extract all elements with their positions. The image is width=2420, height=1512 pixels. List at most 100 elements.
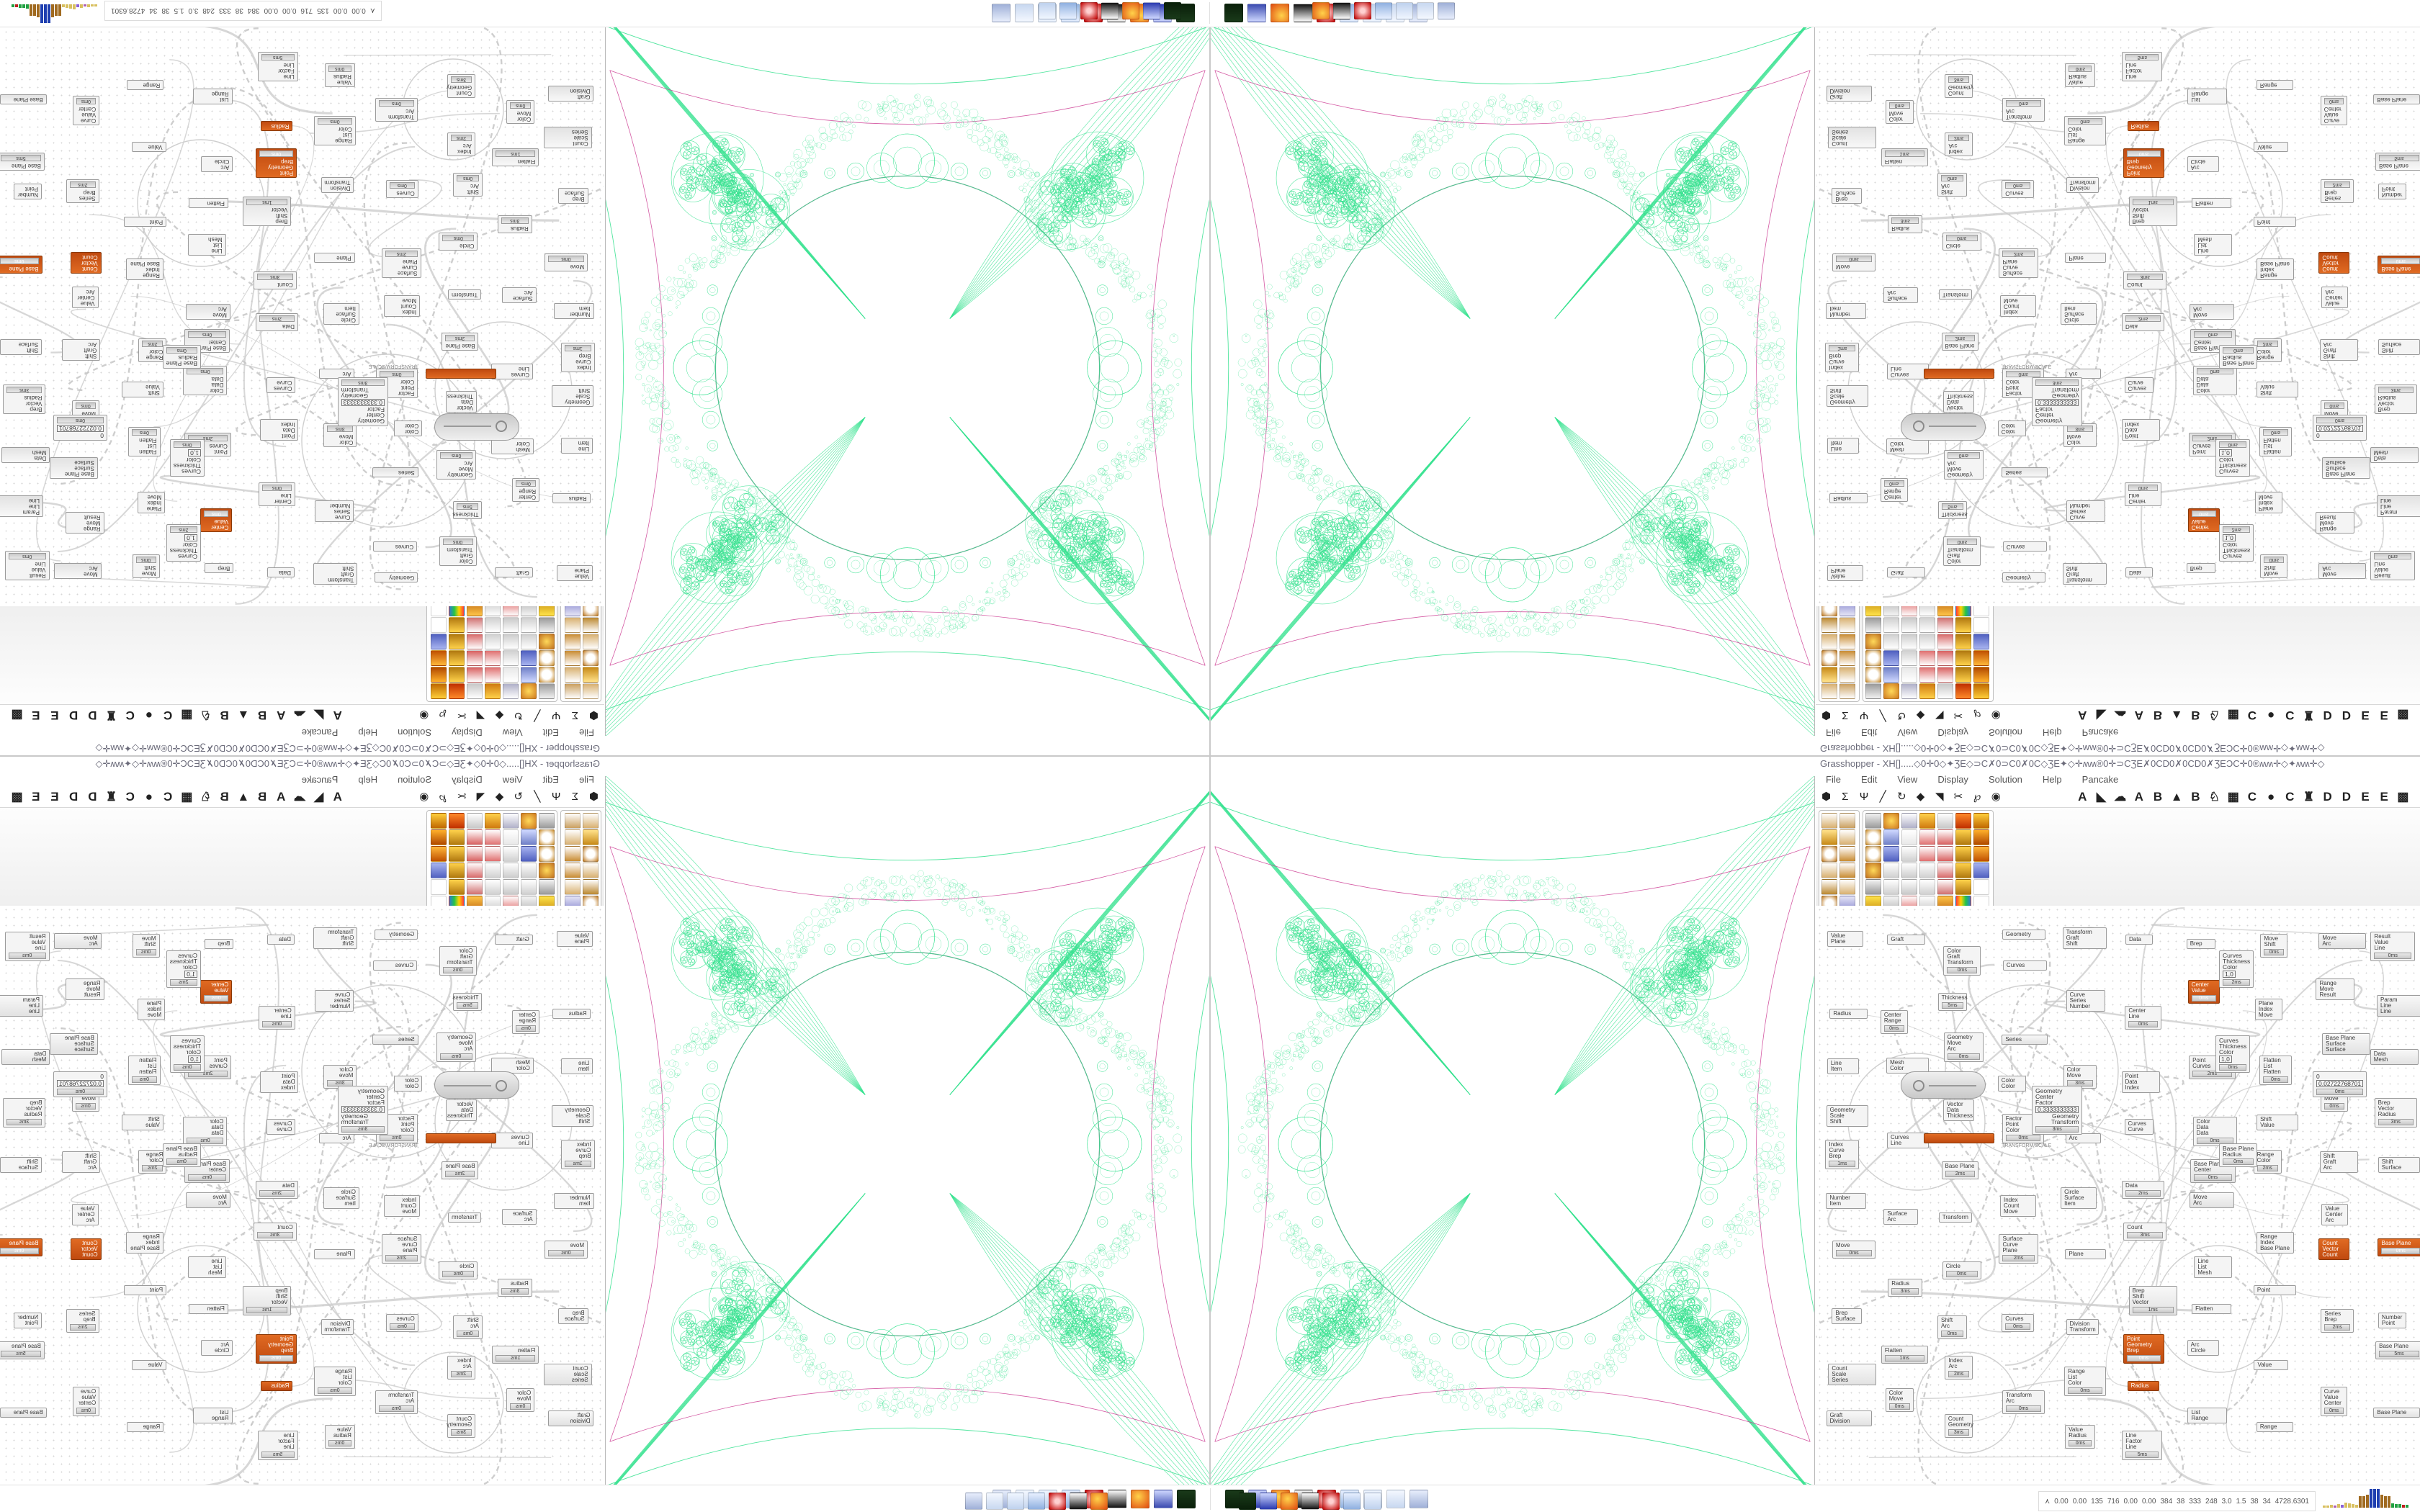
category-tab-17[interactable]: ▩ xyxy=(11,789,23,804)
canvas-component[interactable]: Graft xyxy=(1887,934,1926,945)
category-tab-2[interactable]: ☁ xyxy=(2114,708,2127,723)
category-tab-10[interactable]: ● xyxy=(2267,789,2275,804)
canvas-component[interactable]: Color Color xyxy=(394,1075,423,1092)
category-tab-15[interactable]: E xyxy=(2361,789,2370,804)
tri-red-icon[interactable] xyxy=(1919,650,1935,666)
canvas-component[interactable]: Brep Vector Radius 3ms xyxy=(2374,1097,2417,1128)
canvas-component[interactable]: Division Transform xyxy=(2066,1318,2099,1335)
canvas-component[interactable]: Count Scale Series xyxy=(1828,126,1876,148)
canvas-component[interactable]: Range Index Base Plane xyxy=(2257,258,2295,281)
canvas-component[interactable]: Number Item xyxy=(1826,1192,1867,1209)
category-tab-3[interactable]: A xyxy=(277,789,286,804)
category-glyph-5[interactable]: ◆ xyxy=(495,790,504,803)
canvas-component[interactable]: Line Item xyxy=(561,1058,593,1075)
angle-icon[interactable] xyxy=(583,879,599,895)
red-ring-icon[interactable] xyxy=(1049,1493,1066,1510)
canvas-component[interactable]: Data Mesh xyxy=(1,447,50,464)
reel-icon[interactable] xyxy=(449,829,465,845)
scroll-doc-icon[interactable] xyxy=(1438,2,1455,19)
slider-track[interactable] xyxy=(444,1085,491,1086)
polyline-icon[interactable] xyxy=(1919,617,1935,633)
canvas-component[interactable]: Line Item xyxy=(1827,1058,1859,1075)
canvas-component[interactable]: Move Arc xyxy=(54,563,102,580)
menu-item-pancake[interactable]: Pancake xyxy=(301,727,339,739)
canvas-component[interactable]: Line Factor Line 5ms xyxy=(2122,1430,2163,1460)
circle-ring-icon[interactable] xyxy=(539,829,555,845)
slider-widget[interactable] xyxy=(434,413,519,441)
canvas-component[interactable]: Surface Curve Plane 2ms xyxy=(382,248,421,278)
polyline-icon[interactable] xyxy=(485,617,501,633)
canvas-component[interactable]: Shift Graft Arc xyxy=(61,1151,101,1174)
category-glyph-7[interactable]: ✂ xyxy=(457,790,467,803)
floppy-64-icon[interactable] xyxy=(1143,2,1160,19)
canvas-component[interactable]: Flatten 1ms xyxy=(492,1345,539,1364)
category-glyph-8[interactable]: ℘ xyxy=(1973,709,1981,722)
frame-eq-icon[interactable] xyxy=(467,879,483,895)
canvas-component[interactable]: Curves 0ms xyxy=(385,180,418,199)
slider-knob-icon[interactable] xyxy=(496,1080,507,1092)
plane-surf-icon[interactable] xyxy=(521,667,537,683)
canvas-component[interactable]: Brep xyxy=(2186,938,2215,949)
canvas-component[interactable]: Circle 0ms xyxy=(1942,1261,1981,1279)
circle-icon[interactable] xyxy=(1821,846,1837,862)
canvas-component[interactable]: Center Value 0ms xyxy=(2187,980,2220,1004)
category-glyph-2[interactable]: Ψ xyxy=(551,790,561,803)
square-icon[interactable] xyxy=(565,846,581,862)
canvas-component[interactable]: Color Move 0ms xyxy=(1885,100,1914,125)
category-glyph-3[interactable]: ╱ xyxy=(1879,790,1886,803)
canvas-component-named[interactable]: Geometry Center Factor 0.3333333333 Geometry… xyxy=(337,1086,388,1135)
canvas-component[interactable]: Transform xyxy=(447,1212,482,1223)
canvas-component[interactable]: Index Curve Brep 1ms xyxy=(560,1139,595,1169)
truss-node-icon[interactable] xyxy=(503,683,519,699)
canvas-component[interactable]: Curves 0ms xyxy=(2002,1313,2035,1332)
canvas-component[interactable]: Param Line Line xyxy=(0,495,44,517)
canvas-component[interactable]: Color Move 0ms xyxy=(1885,1387,1914,1412)
category-tab-5[interactable]: ▲ xyxy=(2170,789,2183,804)
menu-item-edit[interactable]: Edit xyxy=(542,773,560,785)
category-tab-14[interactable]: D xyxy=(69,789,79,804)
mesh-shell-icon[interactable] xyxy=(539,683,555,699)
category-tab-5[interactable]: ▲ xyxy=(237,789,250,804)
canvas-component[interactable]: Geometry Scale Shift xyxy=(551,385,594,408)
canvas-component[interactable]: Data Mesh xyxy=(1,1048,50,1065)
canvas-component[interactable]: Vector Data Thickness xyxy=(446,1099,478,1121)
canvas-component[interactable]: Range xyxy=(127,1421,164,1432)
canvas-component[interactable]: Center Value 0ms xyxy=(2187,508,2220,532)
canvas-component[interactable]: Curves xyxy=(2002,541,2048,552)
canvas-component[interactable]: Move Arc xyxy=(54,932,102,949)
category-glyph-9[interactable]: ◉ xyxy=(1991,709,2001,722)
category-tab-11[interactable]: C xyxy=(2285,708,2295,723)
canvas-component[interactable]: Series Brep 2ms xyxy=(2321,179,2354,204)
category-tab-4[interactable]: B xyxy=(2153,789,2163,804)
canvas-component[interactable]: Move 0ms xyxy=(1832,253,1876,272)
canvas-component[interactable]: Count Geometry 3ms xyxy=(447,74,476,99)
canvas-component-named[interactable]: Base Plane Radius 0ms xyxy=(162,1143,201,1167)
canvas-component[interactable]: Brep Surface xyxy=(558,1308,588,1324)
truss-node-icon[interactable] xyxy=(1901,813,1917,829)
category-glyph-0[interactable]: ⬢ xyxy=(1821,709,1832,722)
penguin-dark-icon[interactable] xyxy=(1333,2,1350,19)
plane-surf-icon[interactable] xyxy=(1883,667,1899,683)
reel-icon[interactable] xyxy=(1955,829,1971,845)
canvas-component[interactable]: Curve Series Number xyxy=(2066,500,2106,522)
truss-v-icon[interactable] xyxy=(467,829,483,845)
bars-icon[interactable] xyxy=(1901,829,1917,845)
category-tab-13[interactable]: D xyxy=(2323,789,2332,804)
canvas-component[interactable]: Base Plane 2ms xyxy=(1941,1161,1979,1179)
category-tab-1[interactable]: ◣ xyxy=(314,789,324,804)
category-tab-6[interactable]: B xyxy=(2191,789,2200,804)
unroll-d-icon[interactable] xyxy=(1973,846,1989,862)
canvas-component[interactable]: Graft Division xyxy=(1826,1410,1872,1426)
i-beam-icon[interactable] xyxy=(583,683,599,699)
canvas-component[interactable]: Center Value 0ms xyxy=(200,980,233,1004)
canvas-component[interactable]: Base Plane 2ms xyxy=(1941,333,1979,351)
reel-icon[interactable] xyxy=(449,650,465,666)
canvas-component[interactable]: List Range xyxy=(2187,1408,2228,1424)
canvas-component[interactable]: Value Plane xyxy=(557,930,593,947)
canvas-component[interactable]: Move Shift 0ms xyxy=(132,933,160,958)
circle-ring-icon[interactable] xyxy=(1865,650,1881,666)
tri-red-icon[interactable] xyxy=(1919,846,1935,862)
category-tab-7[interactable]: ♘ xyxy=(2208,789,2220,804)
i-beam-icon[interactable] xyxy=(565,879,581,895)
canvas-component[interactable]: Center Range 0ms xyxy=(1880,1009,1908,1034)
